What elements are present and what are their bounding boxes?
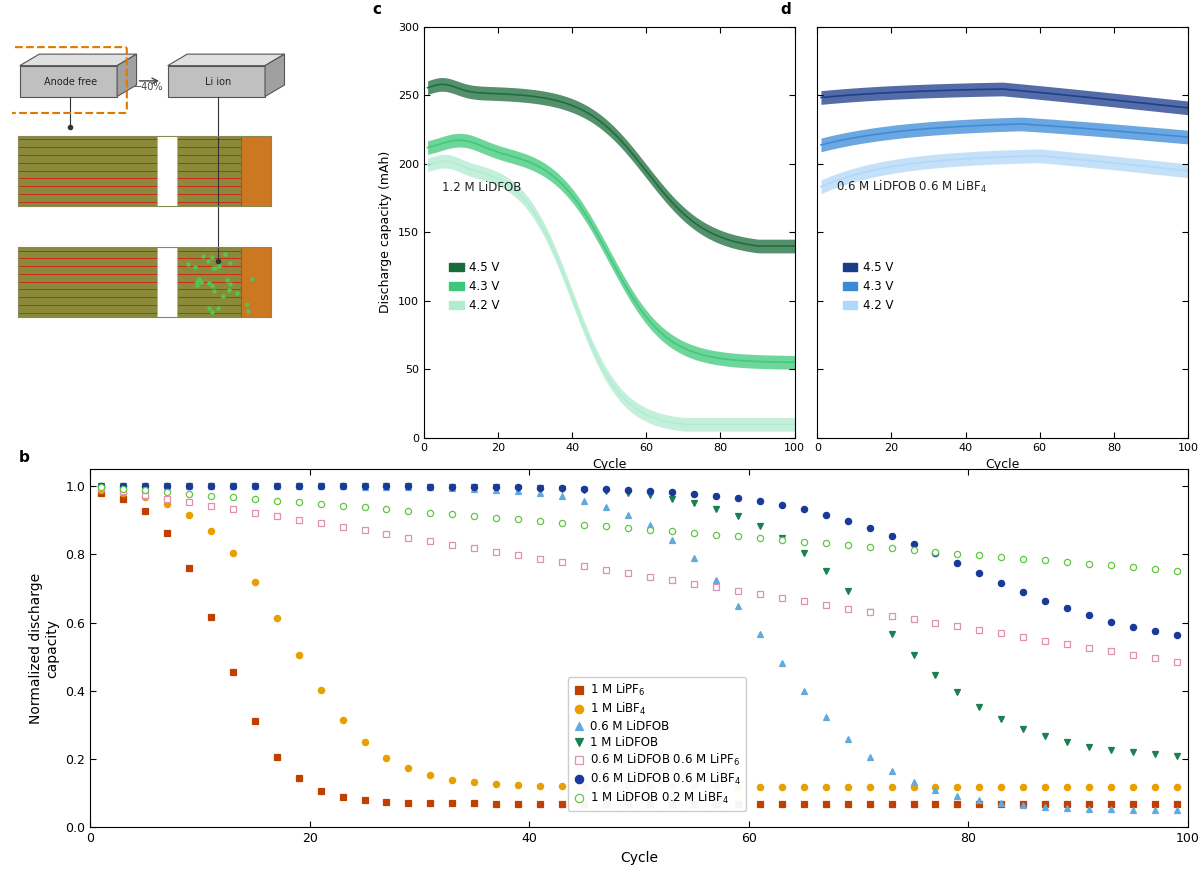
X-axis label: Cycle: Cycle [985,458,1020,472]
X-axis label: Cycle: Cycle [592,458,626,472]
Text: d: d [780,2,791,17]
Legend: 4.5 V, 4.3 V, 4.2 V: 4.5 V, 4.3 V, 4.2 V [445,257,505,317]
Bar [157,135,178,205]
Bar [18,247,157,317]
Bar [178,135,266,205]
Polygon shape [168,54,284,65]
Polygon shape [118,54,137,96]
Bar [18,135,271,205]
Text: −40%: −40% [133,82,163,92]
Polygon shape [168,65,265,96]
Text: Li ion: Li ion [205,77,232,87]
Bar [18,247,271,317]
Polygon shape [19,65,118,96]
Text: Anode free: Anode free [44,77,97,87]
Bar [240,247,271,317]
Bar [157,247,178,317]
Y-axis label: Normalized discharge
capacity: Normalized discharge capacity [29,573,60,724]
Legend: 4.5 V, 4.3 V, 4.2 V: 4.5 V, 4.3 V, 4.2 V [838,257,898,317]
Text: c: c [372,2,380,17]
Text: 1.2 M LiDFOB: 1.2 M LiDFOB [443,181,522,194]
Text: b: b [19,450,30,465]
Legend: 1 M LiPF$_6$, 1 M LiBF$_4$, 0.6 M LiDFOB, 1 M LiDFOB, 0.6 M LiDFOB 0.6 M LiPF$_6: 1 M LiPF$_6$, 1 M LiBF$_4$, 0.6 M LiDFOB… [568,677,746,811]
Polygon shape [19,54,137,65]
Bar [18,135,157,205]
Bar [240,135,271,205]
Y-axis label: Discharge capacity (mAh): Discharge capacity (mAh) [379,151,392,313]
X-axis label: Cycle: Cycle [620,850,658,865]
Text: 0.6 M LiDFOB 0.6 M LiBF$_4$: 0.6 M LiDFOB 0.6 M LiBF$_4$ [835,179,986,196]
Polygon shape [265,54,284,96]
Bar [178,247,266,317]
